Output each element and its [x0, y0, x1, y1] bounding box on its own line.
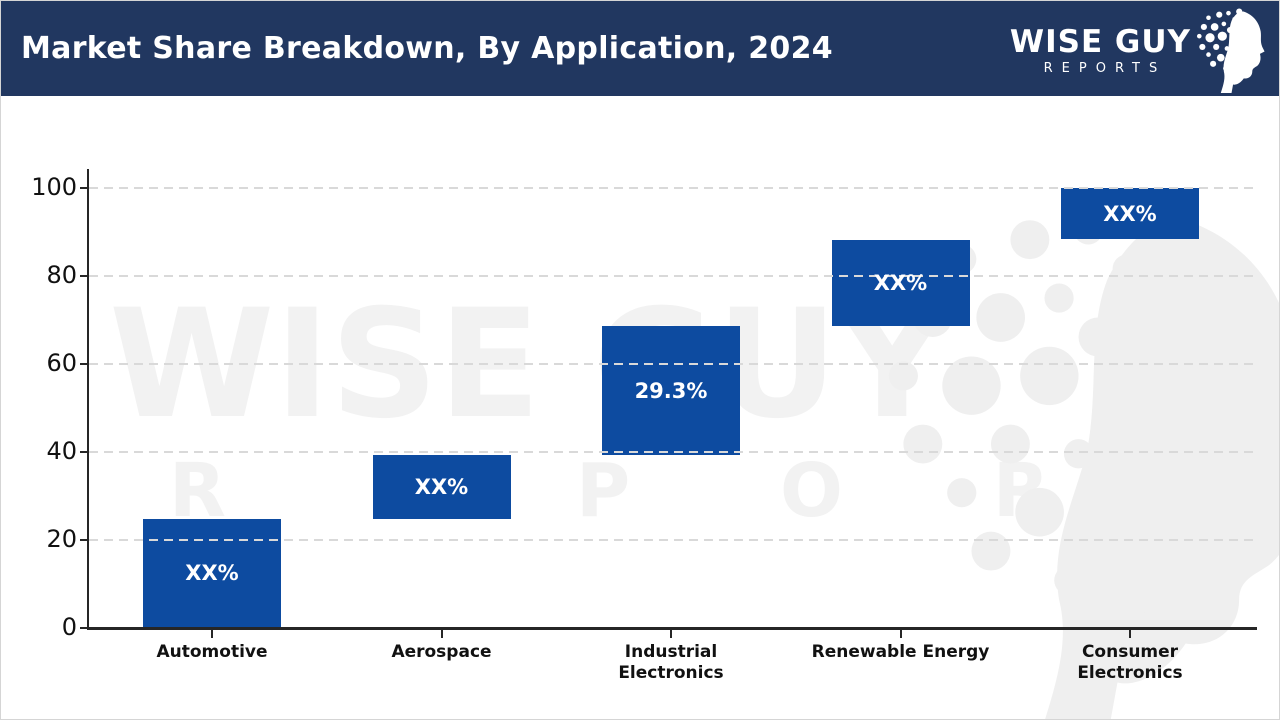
header-bar: Market Share Breakdown, By Application, … [1, 1, 1279, 96]
gridline-80 [89, 275, 1257, 277]
watermark-face-icon [863, 191, 1279, 719]
gridline-100 [89, 187, 1257, 189]
gridline-20 [89, 539, 1257, 541]
category-label-industrial-electronics: Industrial Electronics [618, 642, 724, 683]
y-tick-label-60: 60 [46, 349, 77, 377]
bar-aerospace[interactable] [372, 455, 511, 519]
gridline-40 [89, 451, 1257, 453]
bar-industrial-electronics[interactable] [602, 326, 740, 456]
y-tick-label-0: 0 [61, 613, 77, 641]
y-axis-spine [87, 169, 89, 630]
x-tick-aerospace [440, 629, 443, 638]
logo-text: WISE GUY REPORTS [1010, 24, 1191, 76]
x-tick-automotive [211, 629, 213, 638]
y-tick-20 [80, 539, 89, 541]
bar-value-label-renewable-energy: XX% [873, 271, 928, 296]
y-tick-40 [80, 451, 89, 453]
wiseguy-face-icon [1193, 7, 1267, 93]
chart-title: Market Share Breakdown, By Application, … [21, 31, 833, 66]
bar-consumer-electronics[interactable] [1061, 188, 1199, 240]
x-tick-industrial-electronics [670, 629, 672, 638]
y-tick-0 [80, 627, 89, 629]
logo-wordmark: WISE GUY [1009, 24, 1191, 60]
y-tick-label-40: 40 [46, 437, 77, 465]
category-label-automotive: Automotive [156, 642, 268, 662]
category-label-consumer-electronics: Consumer Electronics [1077, 642, 1183, 683]
logo-subtitle: REPORTS [1043, 61, 1167, 76]
bar-automotive[interactable] [143, 518, 281, 628]
y-tick-label-80: 80 [46, 261, 77, 289]
y-tick-100 [80, 187, 89, 189]
y-tick-label-20: 20 [46, 525, 77, 553]
gridline-60 [89, 363, 1257, 365]
x-tick-consumer-electronics [1129, 629, 1131, 638]
bar-value-label-automotive: XX% [185, 561, 239, 586]
wiseguy-logo: WISE GUY REPORTS [1010, 7, 1267, 93]
category-label-aerospace: Aerospace [391, 642, 492, 662]
bar-value-label-consumer-electronics: XX% [1103, 201, 1157, 226]
x-axis-spine [87, 627, 1257, 630]
bar-renewable-energy[interactable] [831, 239, 970, 327]
bar-value-label-industrial-electronics: 29.3% [634, 378, 708, 403]
y-tick-label-100: 100 [31, 173, 77, 201]
category-label-renewable-energy: Renewable Energy [811, 642, 990, 662]
y-tick-60 [80, 363, 89, 365]
y-tick-80 [80, 275, 89, 277]
bar-value-label-aerospace: XX% [414, 474, 469, 499]
watermark-wordmark: WISE GUY [109, 278, 947, 452]
x-tick-renewable-energy [899, 629, 902, 638]
